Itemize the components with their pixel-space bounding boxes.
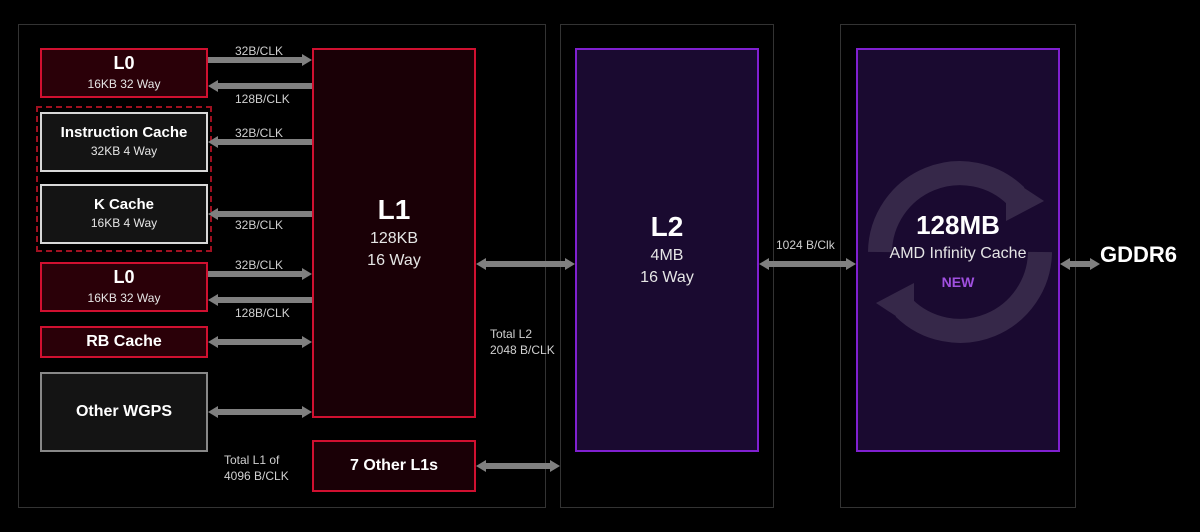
infinity-title: 128MB [916,210,1000,241]
l1_other-title: 7 Other L1s [350,457,438,475]
l1-box: L1128KB16 Way [312,48,476,418]
total-l1-label: Total L1 of4096 B/CLK [224,452,289,484]
l0_bot-sub: 16KB 32 Way [88,290,161,307]
infinity-sub: AMD Infinity Cache [890,243,1027,265]
l2-sub: 4MB16 Way [640,245,694,290]
arrow-label-l0bot-in: 128B/CLK [235,306,290,320]
l0_top-sub: 16KB 32 Way [88,76,161,93]
l0_top-box: L0 16KB 32 Way [40,48,208,98]
l0_top-title: L0 [113,53,134,74]
rb-title: RB Cache [86,333,162,351]
infinity-badge: NEW [942,274,975,290]
instr-box: Instruction Cache 32KB 4 Way [40,112,208,172]
arrow-l1other-l2 [476,458,560,474]
instr-title: Instruction Cache [61,124,188,141]
arrow-l1-l2 [476,256,575,272]
wgps-box: Other WGPS [40,372,208,452]
infinity-box: 128MBAMD Infinity Cache NEW [856,48,1060,452]
instr-sub: 32KB 4 Way [91,143,157,160]
arrow-label-l0top-in: 128B/CLK [235,92,290,106]
l2-title: L2 [651,211,684,243]
kcache-sub: 16KB 4 Way [91,215,157,232]
arrow-label-kcache-in: 32B/CLK [235,218,283,232]
l1-title: L1 [378,194,411,226]
l0_bot-title: L0 [113,267,134,288]
l1_other-box: 7 Other L1s [312,440,476,492]
l1-sub: 128KB16 Way [367,228,421,273]
gddr6-label: GDDR6 [1100,242,1177,268]
arrow-label-l0bot-out: 32B/CLK [235,258,283,272]
arrow-label-l2-inf: 1024 B/Clk [776,238,835,252]
arrow-label-instr-in: 32B/CLK [235,126,283,140]
arrow-label-l0top-out: 32B/CLK [235,44,283,58]
arrow-inf-gddr [1060,256,1100,272]
l2-box: L24MB16 Way [575,48,759,452]
wgps-title: Other WGPS [76,403,172,421]
arrow-wgps-bi [208,404,312,420]
arrow-rb-bi [208,334,312,350]
arrow-l2-inf [759,256,856,272]
l0_bot-box: L0 16KB 32 Way [40,262,208,312]
total-l2-label: Total L22048 B/CLK [490,326,555,358]
kcache-box: K Cache 16KB 4 Way [40,184,208,244]
kcache-title: K Cache [94,196,154,213]
rb-box: RB Cache [40,326,208,358]
